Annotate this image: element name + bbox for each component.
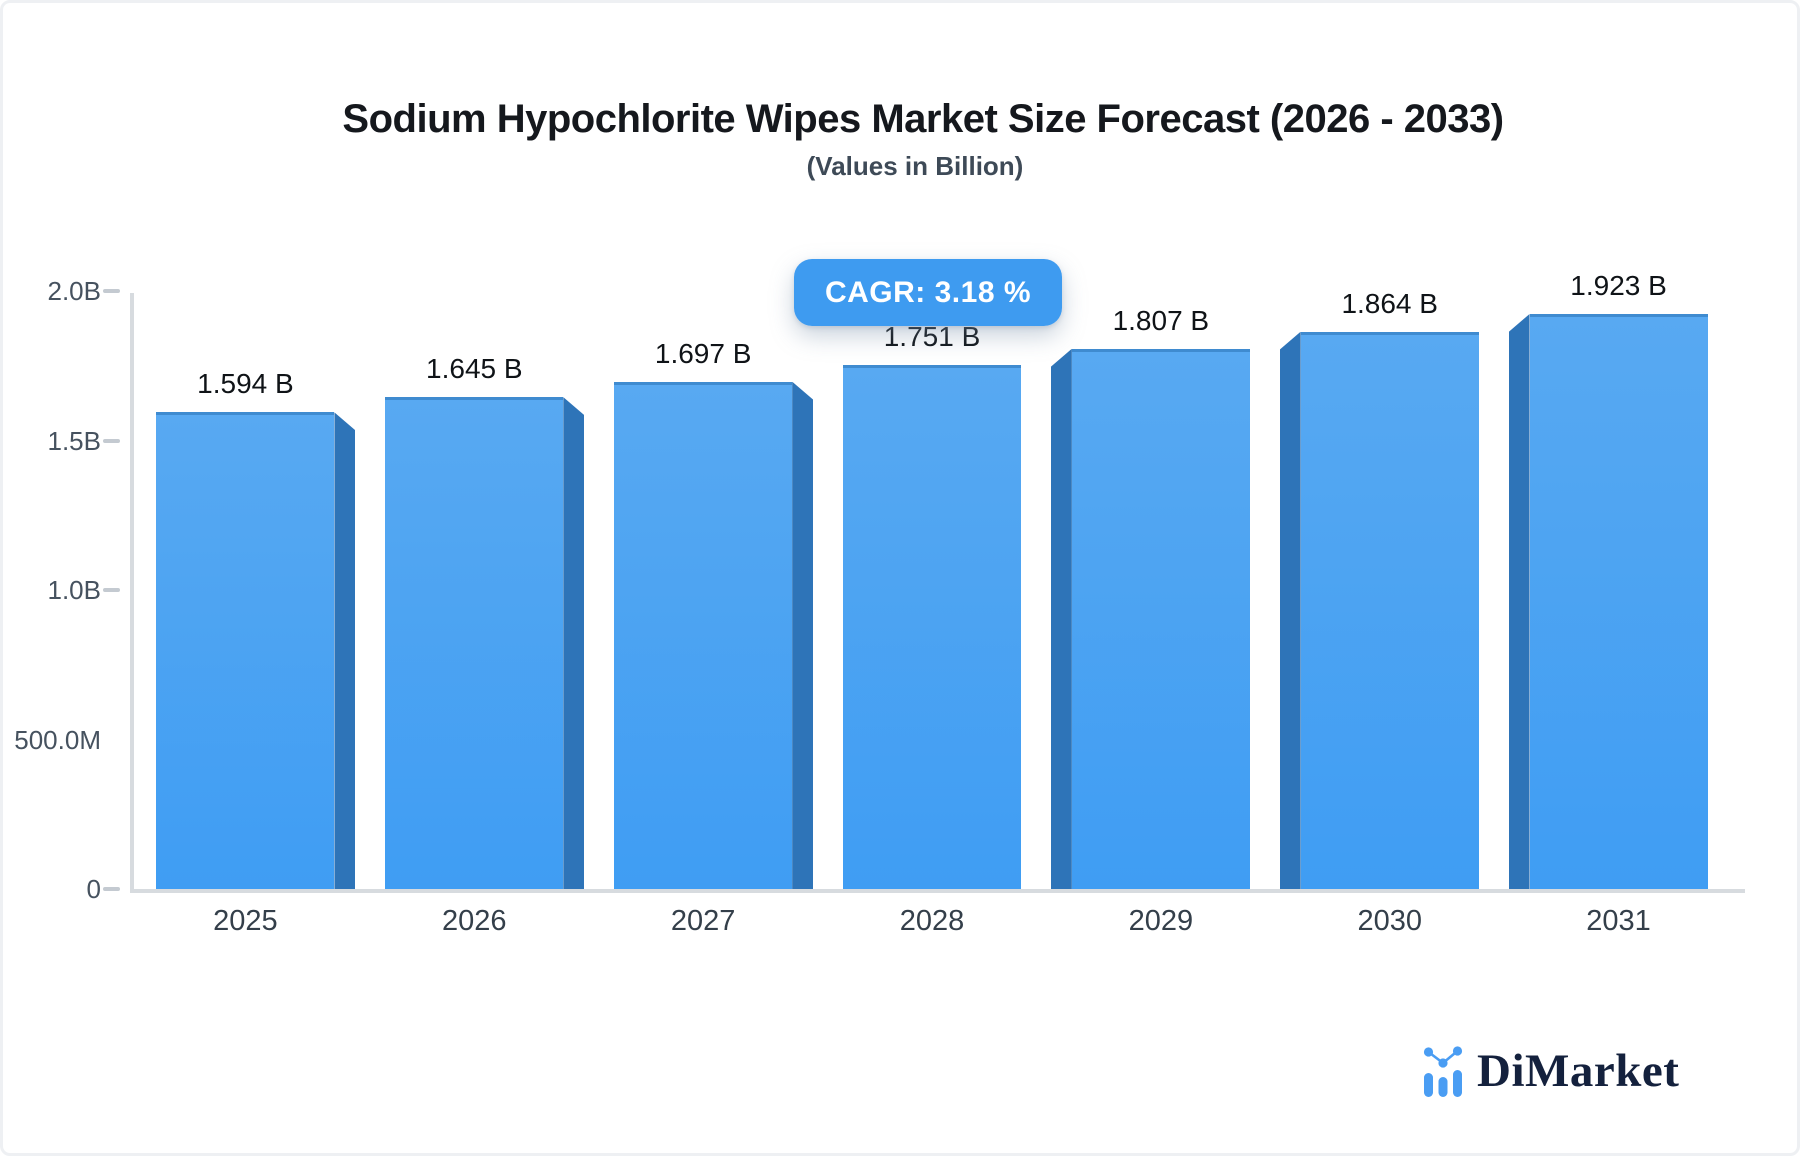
x-axis-label: 2027 bbox=[670, 905, 736, 937]
bar-side bbox=[563, 397, 585, 889]
y-axis-tick bbox=[103, 588, 120, 592]
x-axis-label: 2031 bbox=[1586, 905, 1651, 937]
bar-side bbox=[334, 412, 356, 889]
bar-side bbox=[1050, 348, 1072, 889]
bar-value-label: 1.864 B bbox=[1341, 287, 1438, 319]
bar bbox=[614, 381, 793, 889]
chart-subtitle: (Values in Billion) bbox=[806, 151, 1024, 181]
y-axis-tick bbox=[103, 289, 120, 293]
x-axis-label: 2030 bbox=[1357, 905, 1422, 937]
bar-value-label: 1.923 B bbox=[1570, 270, 1667, 302]
bar bbox=[385, 397, 564, 889]
x-axis-label: 2026 bbox=[442, 905, 507, 937]
y-axis-tick bbox=[103, 438, 120, 443]
bar bbox=[1300, 331, 1479, 889]
x-axis-label: 2028 bbox=[899, 905, 965, 937]
y-axis-label: 2.0B bbox=[47, 276, 102, 306]
bar-value-label: 1.645 B bbox=[426, 353, 523, 385]
bar-side bbox=[792, 381, 814, 889]
y-axis-tick bbox=[103, 887, 120, 891]
bar-chart-trend-icon bbox=[1423, 1046, 1463, 1097]
bar-side bbox=[1508, 314, 1530, 889]
y-axis-label: 1.0B bbox=[47, 575, 102, 605]
bar-value-label: 1.697 B bbox=[654, 337, 752, 369]
chart-title: Sodium Hypochlorite Wipes Market Size Fo… bbox=[342, 97, 1504, 141]
y-axis-line bbox=[130, 293, 134, 893]
dimarket-logo: DiMarket bbox=[1421, 1041, 1679, 1101]
bar bbox=[156, 412, 335, 889]
x-axis-label: 2029 bbox=[1128, 905, 1194, 937]
cagr-badge: CAGR: 3.18 % bbox=[794, 259, 1062, 326]
bar-side bbox=[1279, 331, 1301, 889]
bar bbox=[1071, 348, 1250, 889]
cagr-badge-label: CAGR: 3.18 % bbox=[824, 275, 1032, 309]
bar-value-label: 1.594 B bbox=[197, 368, 294, 400]
y-axis-label: 500.0M bbox=[14, 724, 101, 755]
dimarket-logo-text: DiMarket bbox=[1477, 1045, 1680, 1097]
bar-value-label: 1.751 B bbox=[883, 321, 981, 353]
bar-value-label: 1.807 B bbox=[1112, 304, 1210, 336]
x-axis-label: 2025 bbox=[213, 905, 278, 937]
x-axis-line bbox=[130, 889, 1745, 893]
bar bbox=[1529, 314, 1708, 889]
y-axis-label: 1.5B bbox=[47, 425, 102, 456]
bar bbox=[843, 365, 1021, 889]
y-axis-label: 0 bbox=[86, 874, 101, 904]
